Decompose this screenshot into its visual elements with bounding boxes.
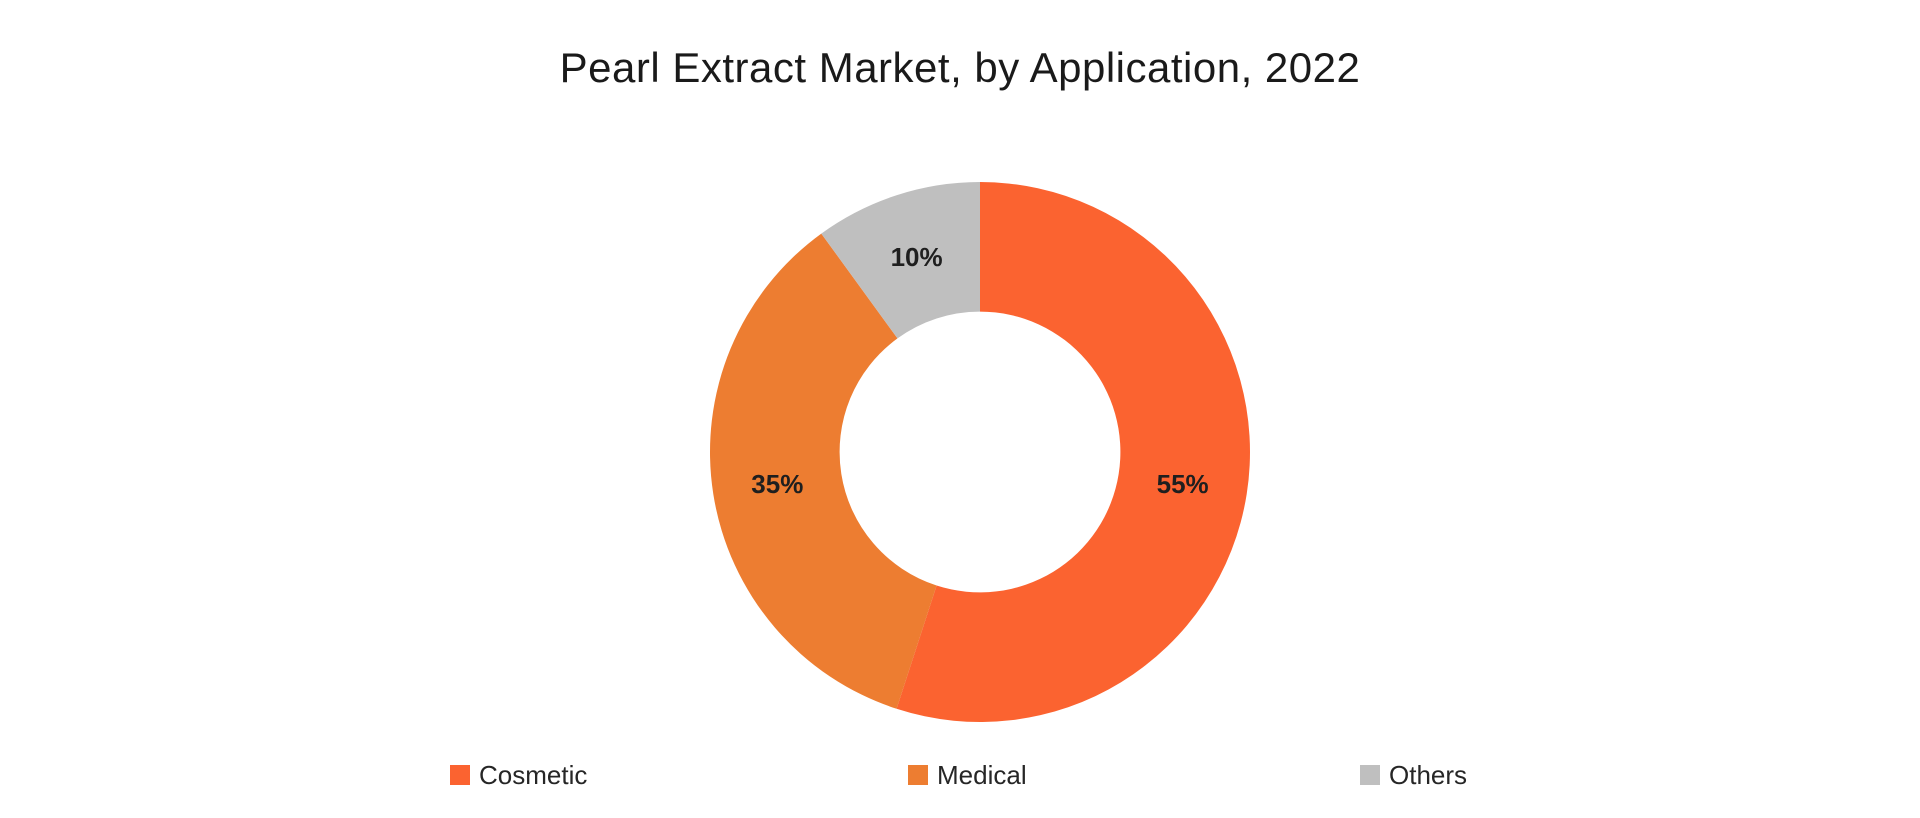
slice-value-label-medical: 35%	[751, 469, 803, 499]
legend-swatch	[908, 765, 928, 785]
legend-swatch	[450, 765, 470, 785]
legend-label: Medical	[937, 759, 1027, 790]
legend-item-others: Others	[1360, 760, 1467, 790]
chart-title: Pearl Extract Market, by Application, 20…	[559, 44, 1361, 91]
donut-slice-cosmetic	[896, 182, 1250, 722]
chart-legend: Cosmetic Medical Others	[0, 760, 1920, 794]
legend-label: Others	[1389, 759, 1468, 790]
slice-value-label-others: 10%	[891, 242, 943, 272]
donut-slice-others	[821, 182, 980, 339]
legend-label: Cosmetic	[479, 759, 588, 790]
legend-item-cosmetic: Cosmetic	[450, 760, 587, 790]
donut-slice-medical	[710, 233, 937, 709]
legend-item-medical: Medical	[908, 760, 1027, 790]
slice-value-label-cosmetic: 55%	[1157, 469, 1209, 499]
legend-swatch	[1360, 765, 1380, 785]
